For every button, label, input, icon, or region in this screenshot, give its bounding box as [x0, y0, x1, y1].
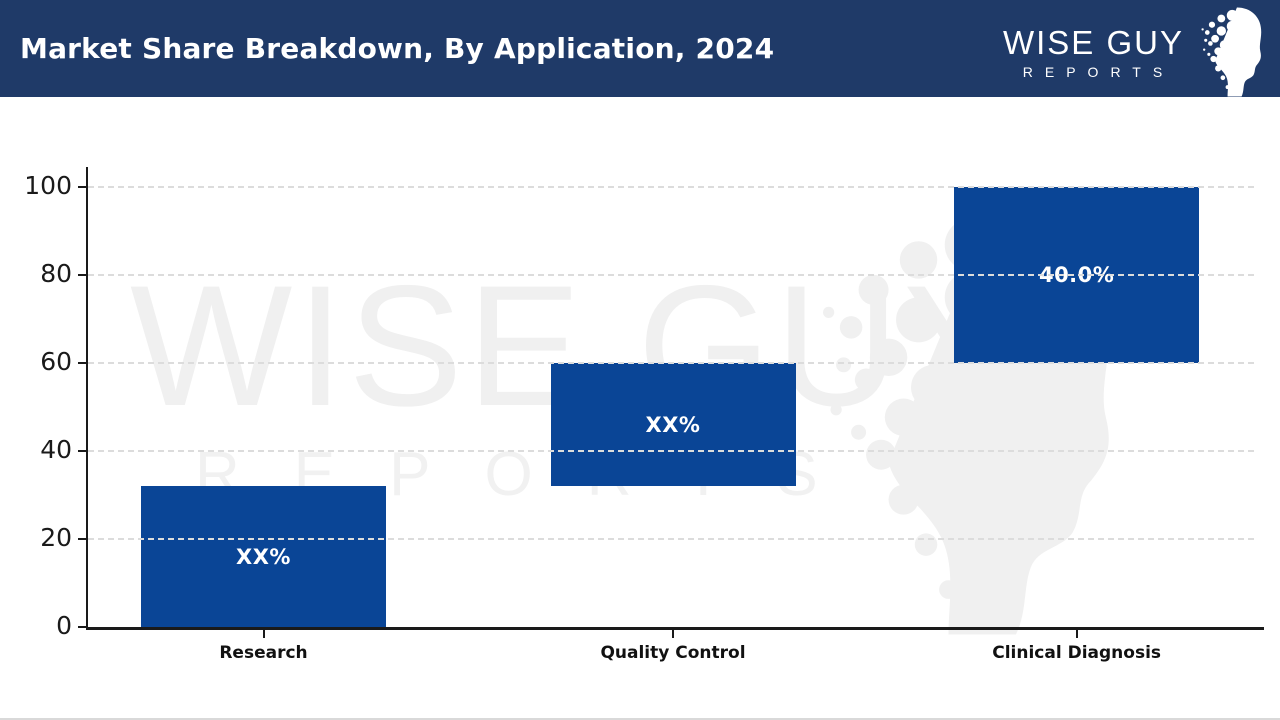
y-axis-tick [78, 362, 86, 364]
y-axis-tick-label: 0 [56, 611, 72, 640]
header: Market Share Breakdown, By Application, … [0, 0, 1280, 97]
y-axis-tick-label: 100 [24, 171, 72, 200]
x-axis-tick-label: Research [219, 643, 308, 663]
x-axis-tick [1075, 630, 1078, 638]
y-axis-tick [78, 186, 86, 188]
x-axis-tick [262, 630, 265, 638]
y-axis-tick [78, 274, 86, 276]
bar-value-label: XX% [645, 412, 701, 437]
x-axis-tick [672, 630, 674, 638]
wise-guy-logo: WISE GUY REPORTS [1003, 6, 1266, 98]
y-axis-tick-label: 60 [40, 347, 72, 376]
bar: XX% [141, 486, 386, 627]
y-axis-tick-label: 40 [40, 435, 72, 464]
y-axis-tick-label: 80 [40, 259, 72, 288]
x-axis-tick-label: Quality Control [600, 643, 746, 663]
y-axis-tick-label: 20 [40, 523, 72, 552]
bar: XX% [550, 363, 796, 487]
y-axis-tick [78, 538, 86, 540]
y-axis-tick [78, 626, 86, 628]
gridline [88, 362, 1258, 364]
plot: 0 20 40 60 80 100 XX% Research XX% Quality Contro… [0, 97, 1280, 718]
gridline [88, 538, 1258, 540]
x-axis-tick-label: Clinical Diagnosis [992, 643, 1162, 663]
gridline [88, 186, 1258, 188]
chart-title: Market Share Breakdown, By Application, … [20, 32, 775, 65]
logo-subtext: REPORTS [1022, 64, 1175, 80]
logo-text: WISE GUY REPORTS [1003, 24, 1184, 80]
logo-wordmark: WISE GUY [1002, 24, 1184, 61]
bar-value-label: XX% [236, 544, 291, 569]
x-axis-line [86, 627, 1264, 630]
gridline [88, 450, 1258, 452]
gridline [88, 274, 1258, 276]
y-axis-tick [78, 450, 86, 452]
chart-area: WISE GUY REPORTS 0 20 40 60 80 100 XX% Research… [0, 97, 1280, 718]
y-axis-line [86, 167, 88, 629]
logo-head-icon [1201, 7, 1262, 97]
